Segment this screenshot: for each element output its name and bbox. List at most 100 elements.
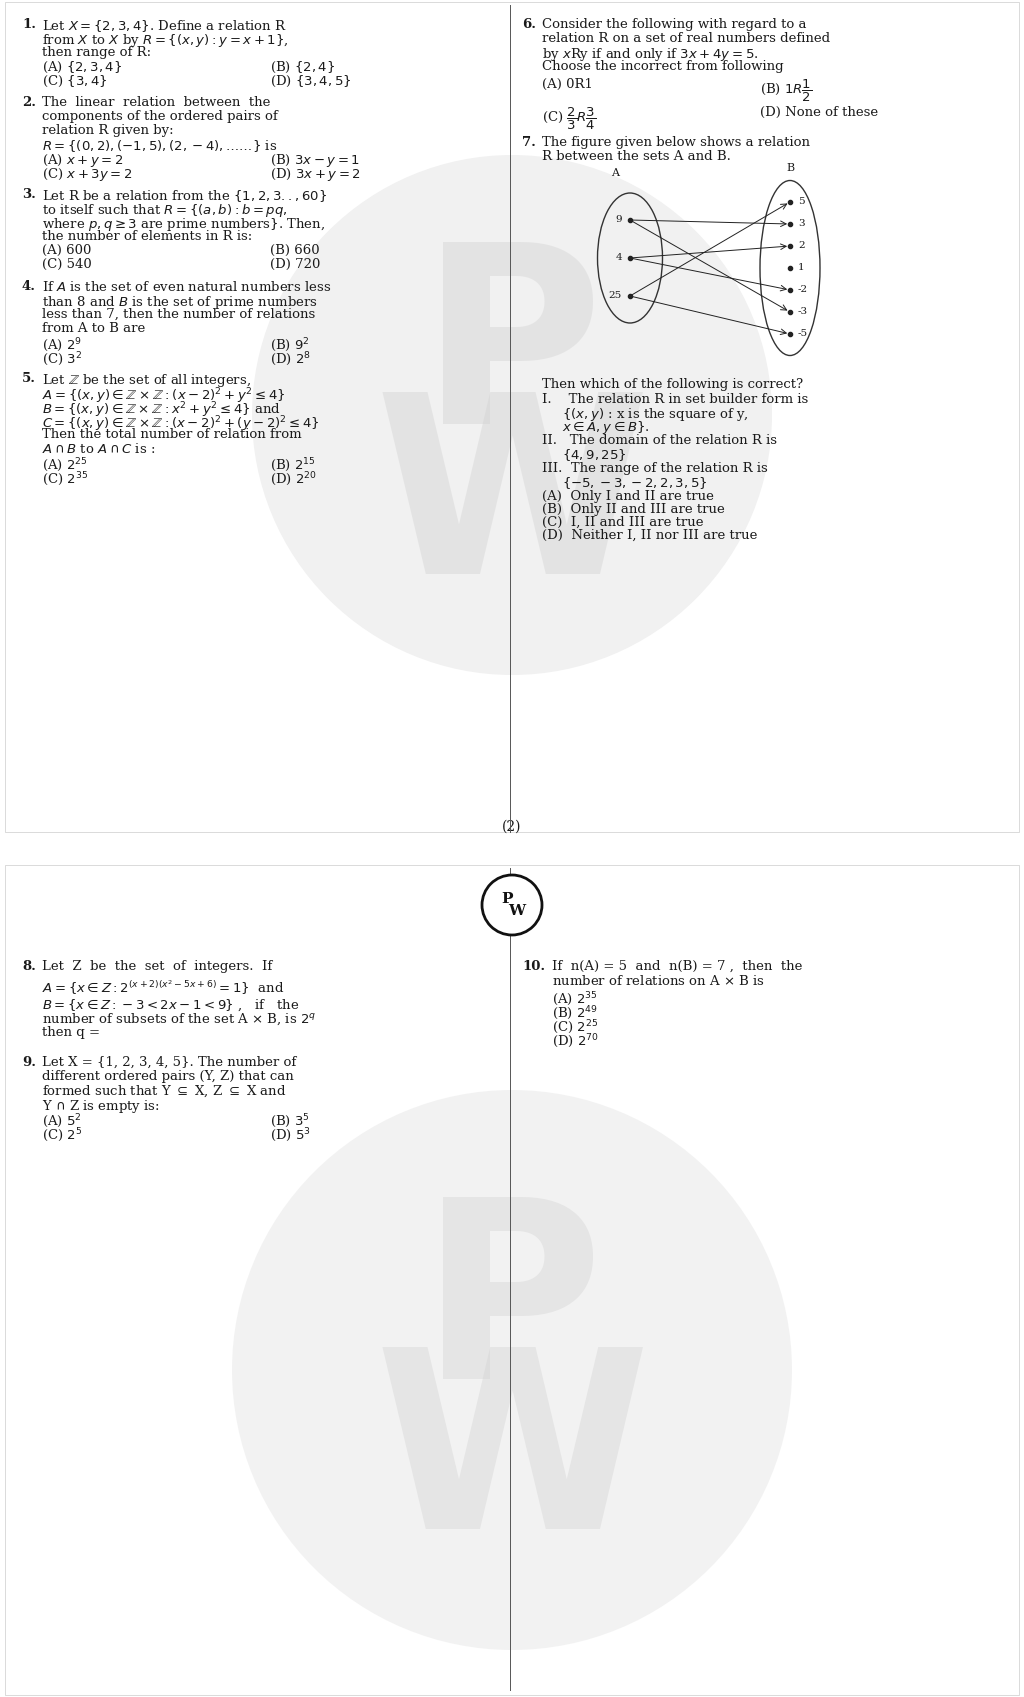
Bar bbox=[5, 865, 1019, 1695]
Text: If  n(A) = 5  and  n(B) = 7 ,  then  the: If n(A) = 5 and n(B) = 7 , then the bbox=[552, 961, 803, 972]
Text: (D) $3x + y = 2$: (D) $3x + y = 2$ bbox=[270, 166, 360, 183]
Text: (A) $2^{35}$: (A) $2^{35}$ bbox=[552, 989, 598, 1008]
Text: number of relations on A $\times$ B is: number of relations on A $\times$ B is bbox=[552, 974, 765, 988]
Text: 25: 25 bbox=[608, 292, 622, 300]
Text: Then the total number of relation from: Then the total number of relation from bbox=[42, 428, 302, 441]
Text: $B = \{x \in Z: -3 < 2x - 1 < 9\}$ ,   if   the: $B = \{x \in Z: -3 < 2x - 1 < 9\}$ , if … bbox=[42, 998, 299, 1013]
Text: (C) $x + 3y = 2$: (C) $x + 3y = 2$ bbox=[42, 166, 132, 183]
Text: W: W bbox=[374, 384, 650, 626]
Text: 2: 2 bbox=[798, 241, 805, 251]
Text: from A to B are: from A to B are bbox=[42, 322, 145, 334]
Text: (D) $5^3$: (D) $5^3$ bbox=[270, 1127, 311, 1144]
Text: (D) $2^{70}$: (D) $2^{70}$ bbox=[552, 1032, 599, 1050]
Text: (C) $2^{35}$: (C) $2^{35}$ bbox=[42, 470, 88, 487]
Text: Let  Z  be  the  set  of  integers.  If: Let Z be the set of integers. If bbox=[42, 961, 272, 972]
Text: The  linear  relation  between  the: The linear relation between the bbox=[42, 97, 270, 109]
Text: (C) 540: (C) 540 bbox=[42, 258, 92, 272]
Text: (A) 600: (A) 600 bbox=[42, 244, 91, 256]
Text: 4.: 4. bbox=[22, 280, 36, 294]
Text: P: P bbox=[421, 1190, 603, 1431]
Text: (B) $2^{49}$: (B) $2^{49}$ bbox=[552, 1005, 598, 1022]
Text: formed such that Y $\subseteq$ X, Z $\subseteq$ X and: formed such that Y $\subseteq$ X, Z $\su… bbox=[42, 1084, 287, 1100]
Text: $\{(x, y)$ : x is the square of y,: $\{(x, y)$ : x is the square of y, bbox=[562, 406, 749, 423]
Text: R between the sets A and B.: R between the sets A and B. bbox=[542, 149, 731, 163]
Text: I.    The relation R in set builder form is: I. The relation R in set builder form is bbox=[542, 394, 808, 406]
Text: (C)  I, II and III are true: (C) I, II and III are true bbox=[542, 516, 703, 529]
Text: 1.: 1. bbox=[22, 19, 36, 31]
Text: (B) $2^{15}$: (B) $2^{15}$ bbox=[270, 456, 315, 473]
Text: Let R be a relation from the $\{1, 2, 3.., 60\}$: Let R be a relation from the $\{1, 2, 3.… bbox=[42, 188, 327, 204]
Text: number of subsets of the set A $\times$ B, is $2^q$: number of subsets of the set A $\times$ … bbox=[42, 1011, 316, 1027]
Text: (B) $\{2, 4\}$: (B) $\{2, 4\}$ bbox=[270, 59, 335, 75]
Text: from $X$ to $X$ by $R = \{(x, y): y = x+1\}$,: from $X$ to $X$ by $R = \{(x, y): y = x+… bbox=[42, 32, 289, 49]
Text: less than 7, then the number of relations: less than 7, then the number of relation… bbox=[42, 307, 315, 321]
Text: -3: -3 bbox=[798, 307, 808, 317]
Text: -2: -2 bbox=[798, 285, 808, 295]
Text: (C) $2^{25}$: (C) $2^{25}$ bbox=[552, 1018, 598, 1035]
Text: 2.: 2. bbox=[22, 97, 36, 109]
Text: (D) 720: (D) 720 bbox=[270, 258, 321, 272]
Text: 3: 3 bbox=[798, 219, 805, 229]
Text: Y $\cap$ Z is empty is:: Y $\cap$ Z is empty is: bbox=[42, 1098, 160, 1115]
Text: where $p, q \geq 3$ are prime numbers$\}$. Then,: where $p, q \geq 3$ are prime numbers$\}… bbox=[42, 216, 326, 232]
Text: B: B bbox=[786, 163, 794, 173]
Text: then q =: then q = bbox=[42, 1027, 100, 1039]
Text: -5: -5 bbox=[798, 329, 808, 338]
Circle shape bbox=[252, 154, 772, 675]
Text: $A = \left\{x \in Z: 2^{(x+2)(x^2-5x+6)} = 1\right\}$  and: $A = \left\{x \in Z: 2^{(x+2)(x^2-5x+6)}… bbox=[42, 977, 285, 996]
Text: Let $X = \{2, 3, 4\}$. Define a relation R: Let $X = \{2, 3, 4\}$. Define a relation… bbox=[42, 19, 287, 34]
Text: Then which of the following is correct?: Then which of the following is correct? bbox=[542, 378, 803, 390]
Text: (D) $2^{20}$: (D) $2^{20}$ bbox=[270, 470, 316, 487]
Text: Consider the following with regard to a: Consider the following with regard to a bbox=[542, 19, 807, 31]
Text: different ordered pairs (Y, Z) that can: different ordered pairs (Y, Z) that can bbox=[42, 1071, 294, 1083]
Text: (B) 660: (B) 660 bbox=[270, 244, 319, 256]
Text: $A \cap B$ to $A \cap C$ is :: $A \cap B$ to $A \cap C$ is : bbox=[42, 441, 156, 456]
Text: $B = \{(x, y) \in \mathbb{Z} \times \mathbb{Z} : x^2 + y^2 \leq 4\}$ and: $B = \{(x, y) \in \mathbb{Z} \times \mat… bbox=[42, 400, 281, 419]
Text: relation R on a set of real numbers defined: relation R on a set of real numbers defi… bbox=[542, 32, 830, 46]
Text: (2): (2) bbox=[502, 820, 522, 833]
Text: (C) $3^2$: (C) $3^2$ bbox=[42, 350, 82, 368]
Circle shape bbox=[232, 1089, 792, 1649]
Text: (A) $\{2, 3, 4\}$: (A) $\{2, 3, 4\}$ bbox=[42, 59, 122, 75]
Text: 10.: 10. bbox=[522, 961, 545, 972]
Text: W: W bbox=[509, 905, 525, 918]
Text: Choose the incorrect from following: Choose the incorrect from following bbox=[542, 59, 783, 73]
Text: $\{-5, -3, -2, 2, 3, 5\}$: $\{-5, -3, -2, 2, 3, 5\}$ bbox=[562, 475, 708, 490]
Text: (B) $1R\dfrac{1}{2}$: (B) $1R\dfrac{1}{2}$ bbox=[760, 78, 812, 104]
Text: 4: 4 bbox=[615, 253, 622, 263]
Text: (A) $5^2$: (A) $5^2$ bbox=[42, 1112, 82, 1130]
Text: than 8 and $B$ is the set of prime numbers: than 8 and $B$ is the set of prime numbe… bbox=[42, 294, 318, 311]
Text: to itself such that $R = \{(a, b) : b = pq,$: to itself such that $R = \{(a, b) : b = … bbox=[42, 202, 288, 219]
Text: 7.: 7. bbox=[522, 136, 536, 149]
Text: 9.: 9. bbox=[22, 1056, 36, 1069]
Text: (A)  Only I and II are true: (A) Only I and II are true bbox=[542, 490, 714, 502]
Text: components of the ordered pairs of: components of the ordered pairs of bbox=[42, 110, 278, 122]
Text: (A) $x + y = 2$: (A) $x + y = 2$ bbox=[42, 153, 124, 170]
Text: Let X = {1, 2, 3, 4, 5}. The number of: Let X = {1, 2, 3, 4, 5}. The number of bbox=[42, 1056, 296, 1069]
Text: $R = \{(0, 2), (-1, 5), (2, -4), \ldots\ldots\}$ is: $R = \{(0, 2), (-1, 5), (2, -4), \ldots\… bbox=[42, 137, 278, 154]
Text: (C) $\{3, 4\}$: (C) $\{3, 4\}$ bbox=[42, 75, 108, 90]
Text: II.   The domain of the relation R is: II. The domain of the relation R is bbox=[542, 434, 777, 446]
Text: 5: 5 bbox=[798, 197, 805, 207]
Bar bbox=[5, 2, 1019, 832]
Text: $\{4, 9, 25\}$: $\{4, 9, 25\}$ bbox=[562, 446, 627, 463]
Text: 9: 9 bbox=[615, 216, 622, 224]
Text: (B) $9^2$: (B) $9^2$ bbox=[270, 336, 309, 353]
Text: (D)  Neither I, II nor III are true: (D) Neither I, II nor III are true bbox=[542, 529, 758, 541]
Text: by $x$Ry if and only if $3x + 4y = 5$.: by $x$Ry if and only if $3x + 4y = 5$. bbox=[542, 46, 759, 63]
Text: (D) None of these: (D) None of these bbox=[760, 105, 879, 119]
Text: (A) 0R1: (A) 0R1 bbox=[542, 78, 593, 92]
Text: 8.: 8. bbox=[22, 961, 36, 972]
Text: 1: 1 bbox=[798, 263, 805, 273]
Text: $A = \{(x, y) \in \mathbb{Z} \times \mathbb{Z} : (x-2)^2 + y^2 \leq 4\}$: $A = \{(x, y) \in \mathbb{Z} \times \mat… bbox=[42, 385, 286, 406]
Text: P: P bbox=[421, 234, 603, 475]
Text: The figure given below shows a relation: The figure given below shows a relation bbox=[542, 136, 810, 149]
Text: $C = \{(x, y) \in \mathbb{Z} \times \mathbb{Z} : (x-2)^2 + (y-2)^2 \leq 4\}$: $C = \{(x, y) \in \mathbb{Z} \times \mat… bbox=[42, 414, 319, 434]
Text: (D) $2^8$: (D) $2^8$ bbox=[270, 350, 311, 368]
Text: (A) $2^{25}$: (A) $2^{25}$ bbox=[42, 456, 88, 473]
Text: then range of R:: then range of R: bbox=[42, 46, 152, 59]
Text: (D) $\{3, 4, 5\}$: (D) $\{3, 4, 5\}$ bbox=[270, 75, 351, 90]
Text: 6.: 6. bbox=[522, 19, 536, 31]
Text: relation R given by:: relation R given by: bbox=[42, 124, 174, 137]
Text: (B) $3x - y = 1$: (B) $3x - y = 1$ bbox=[270, 153, 360, 170]
